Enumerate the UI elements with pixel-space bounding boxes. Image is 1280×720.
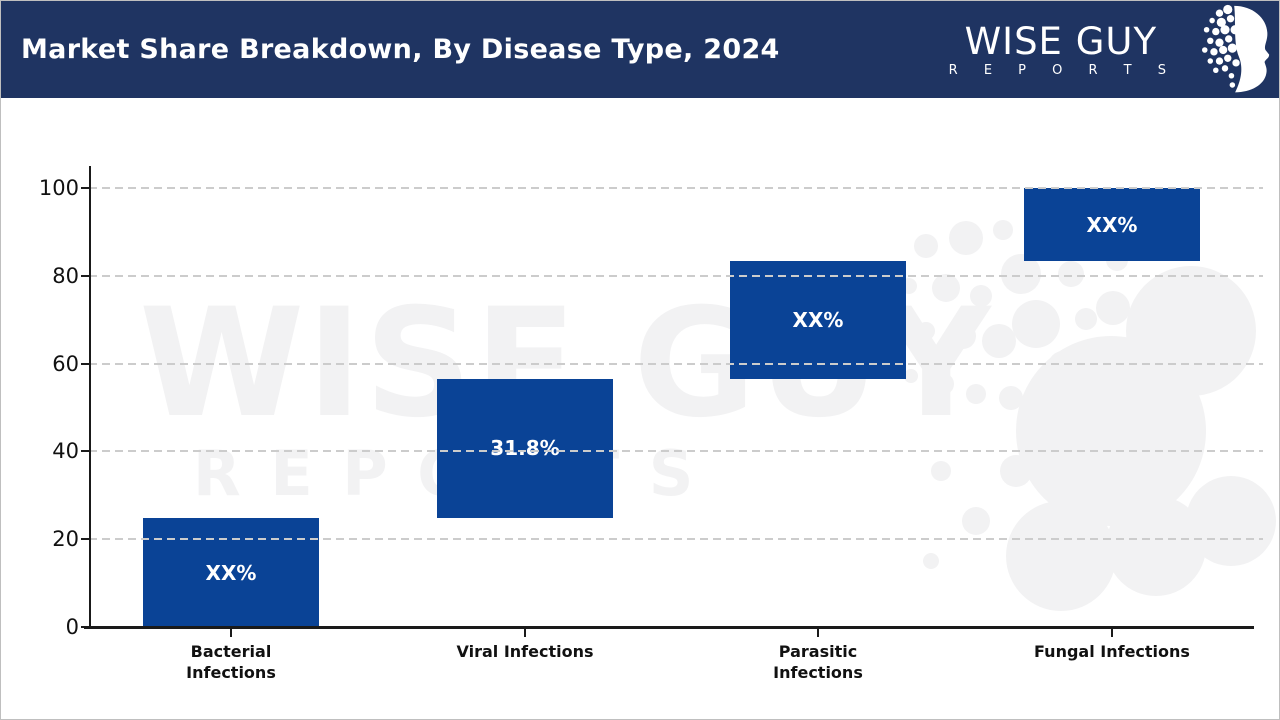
x-tick-bacterial-infections xyxy=(230,629,232,637)
bar-value-label-parasitic-infections: XX% xyxy=(792,307,844,332)
gridline-80 xyxy=(89,274,1263,277)
logo-subtext: R E P O R T S xyxy=(948,62,1177,78)
y-tick-label-0: 0 xyxy=(65,615,79,639)
gridline-100 xyxy=(89,187,1263,189)
y-tick-label-80: 80 xyxy=(52,263,79,288)
y-tick-label-60: 60 xyxy=(52,351,79,376)
bar-value-label-fungal-infections: XX% xyxy=(1086,212,1138,237)
gridline-40 xyxy=(89,450,1263,453)
bar-parasitic-infections: XX% xyxy=(730,261,906,379)
logo-face-icon xyxy=(1202,4,1270,92)
chart-title: Market Share Breakdown, By Disease Type,… xyxy=(21,34,780,65)
x-tick-viral-infections xyxy=(524,629,526,637)
y-tick-80 xyxy=(81,274,89,277)
bar-fungal-infections: XX% xyxy=(1024,188,1200,262)
x-tick-fungal-infections xyxy=(1111,629,1113,637)
logo: WISE GUY R E P O R T S xyxy=(945,4,1271,96)
logo-text: WISE GUY R E P O R T S xyxy=(945,23,1177,77)
y-axis-line xyxy=(89,166,91,628)
bar-value-label-viral-infections: 31.8% xyxy=(490,436,560,461)
y-tick-0 xyxy=(81,626,89,628)
x-category-label-fungal-infections: Fungal Infections xyxy=(1034,642,1190,661)
bar-value-label-bacterial-infections: XX% xyxy=(205,560,257,585)
y-tick-label-100: 100 xyxy=(38,176,79,200)
gridline-60 xyxy=(89,362,1263,365)
y-tick-100 xyxy=(81,187,89,189)
bar-viral-infections: 31.8% xyxy=(437,378,613,519)
y-tick-40 xyxy=(81,450,89,453)
x-tick-parasitic-infections xyxy=(817,629,819,637)
bar-bacterial-infections: XX% xyxy=(143,518,319,627)
x-category-label-bacterial-infections: Bacterial Infections xyxy=(186,642,276,682)
x-axis-line xyxy=(84,626,1254,629)
y-tick-20 xyxy=(81,538,89,541)
y-tick-60 xyxy=(81,362,89,365)
y-tick-label-40: 40 xyxy=(52,439,79,464)
y-tick-label-20: 20 xyxy=(52,527,79,552)
x-category-label-parasitic-infections: Parasitic Infections xyxy=(773,642,863,682)
header: Market Share Breakdown, By Disease Type,… xyxy=(1,1,1279,98)
gridline-20 xyxy=(89,538,1263,541)
watermark-face-icon xyxy=(901,220,1276,611)
x-category-label-viral-infections: Viral Infections xyxy=(456,642,594,661)
logo-wordmark: WISE GUY xyxy=(964,19,1158,63)
